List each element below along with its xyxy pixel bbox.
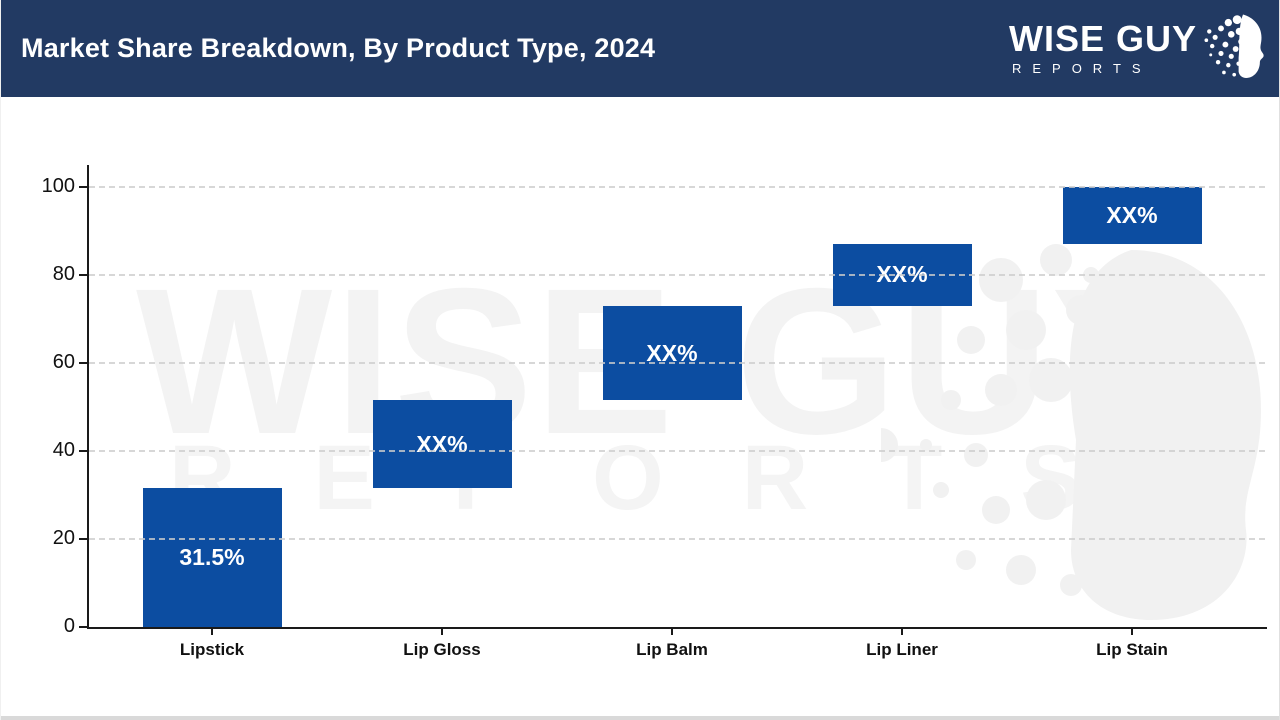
x-tick-mark-lip-gloss [441,628,443,635]
y-tick-mark-100 [79,186,88,188]
y-tick-mark-40 [79,450,88,452]
gridline-80 [89,274,1265,276]
y-tick-label-60: 60 [52,351,75,373]
bar-value-label-lip-gloss: XX% [416,430,468,457]
gridline-60 [89,362,1265,364]
x-axis-label-lip-gloss: Lip Gloss [403,640,481,659]
y-axis-line [87,165,89,629]
y-tick-label-0: 0 [63,615,75,637]
x-axis-line [87,627,1267,629]
y-tick-label-100: 100 [41,175,75,197]
y-tick-mark-80 [79,274,88,276]
y-tick-label-40: 40 [52,439,75,461]
x-axis-label-lip-stain: Lip Stain [1096,640,1168,659]
logo-brand-text: WISE GUY [1008,18,1197,59]
bar-value-label-lipstick: 31.5% [179,544,245,571]
bar-lip-stain: XX% [1062,187,1202,245]
footer-strip [1,716,1279,720]
logo-text: WISE GUY REPORTS [1008,18,1197,77]
page-title: Market Share Breakdown, By Product Type,… [21,33,656,63]
gridline-100 [89,186,1265,188]
wiseguy-logo: WISE GUY REPORTS [1009,8,1265,90]
x-tick-mark-lip-liner [901,628,903,635]
x-tick-mark-lip-balm [671,628,673,635]
bar-lip-balm: XX% [602,305,742,401]
x-tick-mark-lip-stain [1131,628,1133,635]
y-tick-mark-60 [79,362,88,364]
y-tick-mark-20 [79,538,88,540]
x-axis-label-lipstick: Lipstick [179,640,245,659]
gridline-20 [89,538,1265,540]
x-tick-mark-lipstick [211,628,213,635]
x-axis-label-lip-balm: Lip Balm [636,640,708,659]
y-tick-mark-0 [79,626,88,628]
y-tick-label-20: 20 [52,527,75,549]
bar-lipstick: 31.5% [142,488,282,627]
header-banner: Market Share Breakdown, By Product Type,… [1,0,1279,97]
bar-value-label-lip-stain: XX% [1106,202,1158,229]
logo-head-icon [1204,14,1264,78]
gridline-40 [89,450,1265,452]
bar-value-label-lip-balm: XX% [646,339,698,366]
y-tick-label-80: 80 [52,263,75,285]
logo-sub-text: REPORTS [1011,61,1152,76]
x-axis-label-lip-liner: Lip Liner [866,640,938,659]
bar-lip-gloss: XX% [372,400,512,489]
